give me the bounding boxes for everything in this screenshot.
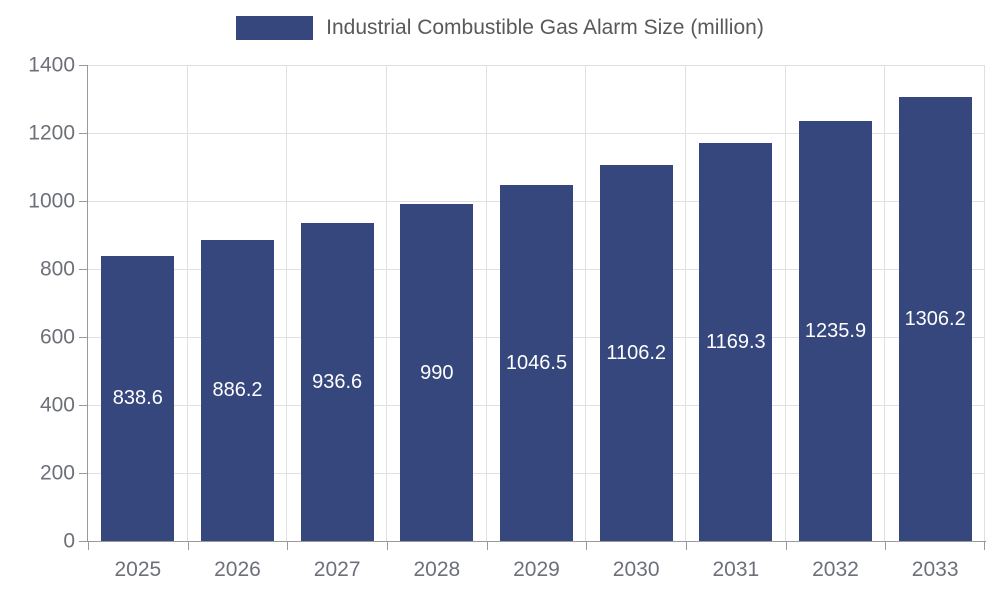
x-axis-tick (586, 542, 588, 550)
bar-value-label: 838.6 (112, 387, 163, 410)
y-axis-tick (79, 337, 87, 338)
bar-value-label: 1235.9 (804, 319, 867, 342)
x-gridline (884, 65, 886, 541)
bar-value-label: 990 (420, 361, 454, 384)
x-axis-tick-label: 2031 (712, 558, 760, 581)
y-axis-tick-label: 800 (39, 257, 75, 281)
x-axis-line (87, 541, 986, 542)
x-axis-tick (287, 542, 289, 550)
x-axis-tick (785, 542, 787, 550)
bar-value-label: 1169.3 (705, 331, 766, 354)
x-axis-tick (88, 542, 89, 550)
y-axis-tick (79, 133, 87, 134)
y-axis-tick-label: 1000 (28, 189, 75, 213)
y-axis-tick (79, 473, 87, 474)
y-axis-tick (79, 201, 87, 202)
bar-2027 (300, 222, 374, 541)
bar-2026 (201, 239, 274, 541)
x-gridline (186, 65, 188, 541)
bar-2031 (699, 143, 773, 541)
x-axis-tick (885, 542, 887, 550)
bar-2028 (400, 204, 474, 541)
y-axis-tick (79, 269, 87, 270)
x-axis-tick (486, 542, 488, 550)
y-axis-tick-label: 600 (39, 325, 75, 349)
y-axis-tick-label: 1400 (28, 53, 75, 77)
y-axis-tick (79, 65, 87, 66)
bar-value-label: 1046.5 (505, 352, 568, 375)
x-gridline (685, 65, 686, 541)
x-gridline (984, 65, 985, 541)
bar-2029 (500, 185, 573, 541)
y-axis-tick-label: 200 (39, 461, 75, 485)
x-gridline (784, 65, 786, 541)
x-axis-tick-label: 2026 (214, 558, 261, 581)
x-axis-tick (187, 542, 189, 550)
bar-value-label: 886.2 (212, 379, 263, 402)
x-axis-tick (387, 542, 388, 550)
x-gridline (485, 65, 487, 541)
x-gridline (585, 65, 587, 541)
x-gridline (386, 65, 387, 541)
bar-2032 (799, 120, 872, 541)
x-axis-tick-label: 2033 (911, 558, 959, 581)
bar-2033 (898, 96, 972, 541)
x-axis-tick-label: 2028 (413, 558, 461, 581)
x-axis-tick-label: 2027 (313, 558, 361, 581)
x-axis-tick-label: 2029 (513, 558, 560, 581)
legend-label: Industrial Combustible Gas Alarm Size (m… (326, 16, 764, 39)
x-axis-tick-label: 2030 (612, 558, 660, 581)
plot-area: 0 200 400 600 800 1000 1200 1400 2025 2026 2027 202… (28, 55, 986, 580)
chart-legend[interactable]: Industrial Combustible Gas Alarm Size (m… (0, 16, 1000, 40)
y-axis-line (87, 65, 88, 541)
legend-swatch (236, 16, 314, 40)
y-gridline (88, 65, 985, 66)
x-axis-tick (686, 542, 687, 550)
y-axis-tick (79, 541, 87, 542)
x-axis-tick-label: 2025 (114, 558, 162, 581)
x-axis-tick (984, 542, 985, 550)
bar-value-label: 936.6 (312, 370, 363, 393)
y-axis-tick-label: 1200 (28, 121, 75, 145)
x-axis-tick-label: 2032 (812, 558, 859, 581)
bar-2025 (101, 255, 175, 541)
y-axis-tick-label: 400 (39, 393, 75, 417)
bar-value-label: 1106.2 (606, 341, 666, 364)
bar-value-label: 1306.2 (904, 307, 966, 330)
y-gridline (88, 133, 985, 134)
y-axis-tick-label: 0 (63, 529, 75, 553)
x-gridline (286, 65, 288, 541)
y-axis-tick (79, 405, 87, 406)
bar-2030 (599, 164, 673, 541)
